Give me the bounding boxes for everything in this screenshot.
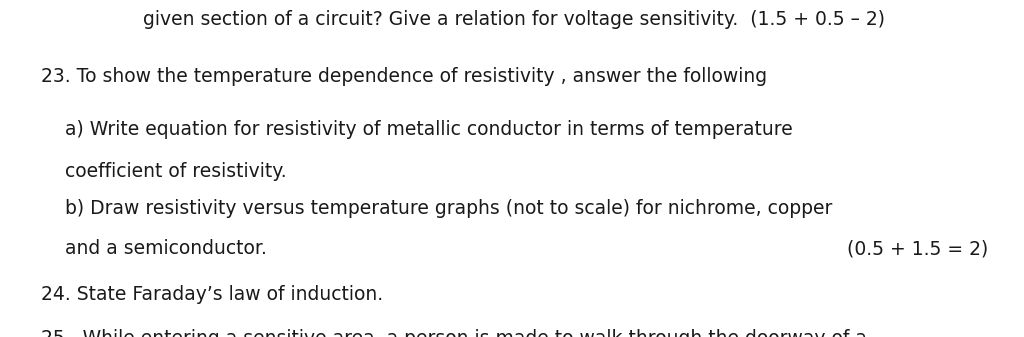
Text: 25.  While entering a sensitive area, a person is made to walk through the doorw: 25. While entering a sensitive area, a p… <box>41 329 867 337</box>
Text: b) Draw resistivity versus temperature graphs (not to scale) for nichrome, coppe: b) Draw resistivity versus temperature g… <box>41 199 833 218</box>
Text: 23. To show the temperature dependence of resistivity , answer the following: 23. To show the temperature dependence o… <box>41 67 767 86</box>
Text: (0.5 + 1.5 = 2): (0.5 + 1.5 = 2) <box>847 239 988 258</box>
Text: a) Write equation for resistivity of metallic conductor in terms of temperature: a) Write equation for resistivity of met… <box>41 120 793 139</box>
Text: coefficient of resistivity.: coefficient of resistivity. <box>41 162 287 181</box>
Text: 24. State Faraday’s law of induction.: 24. State Faraday’s law of induction. <box>41 285 383 304</box>
Text: given section of a circuit? Give a relation for voltage sensitivity.  (1.5 + 0.5: given section of a circuit? Give a relat… <box>143 10 886 29</box>
Text: and a semiconductor.: and a semiconductor. <box>41 239 267 258</box>
